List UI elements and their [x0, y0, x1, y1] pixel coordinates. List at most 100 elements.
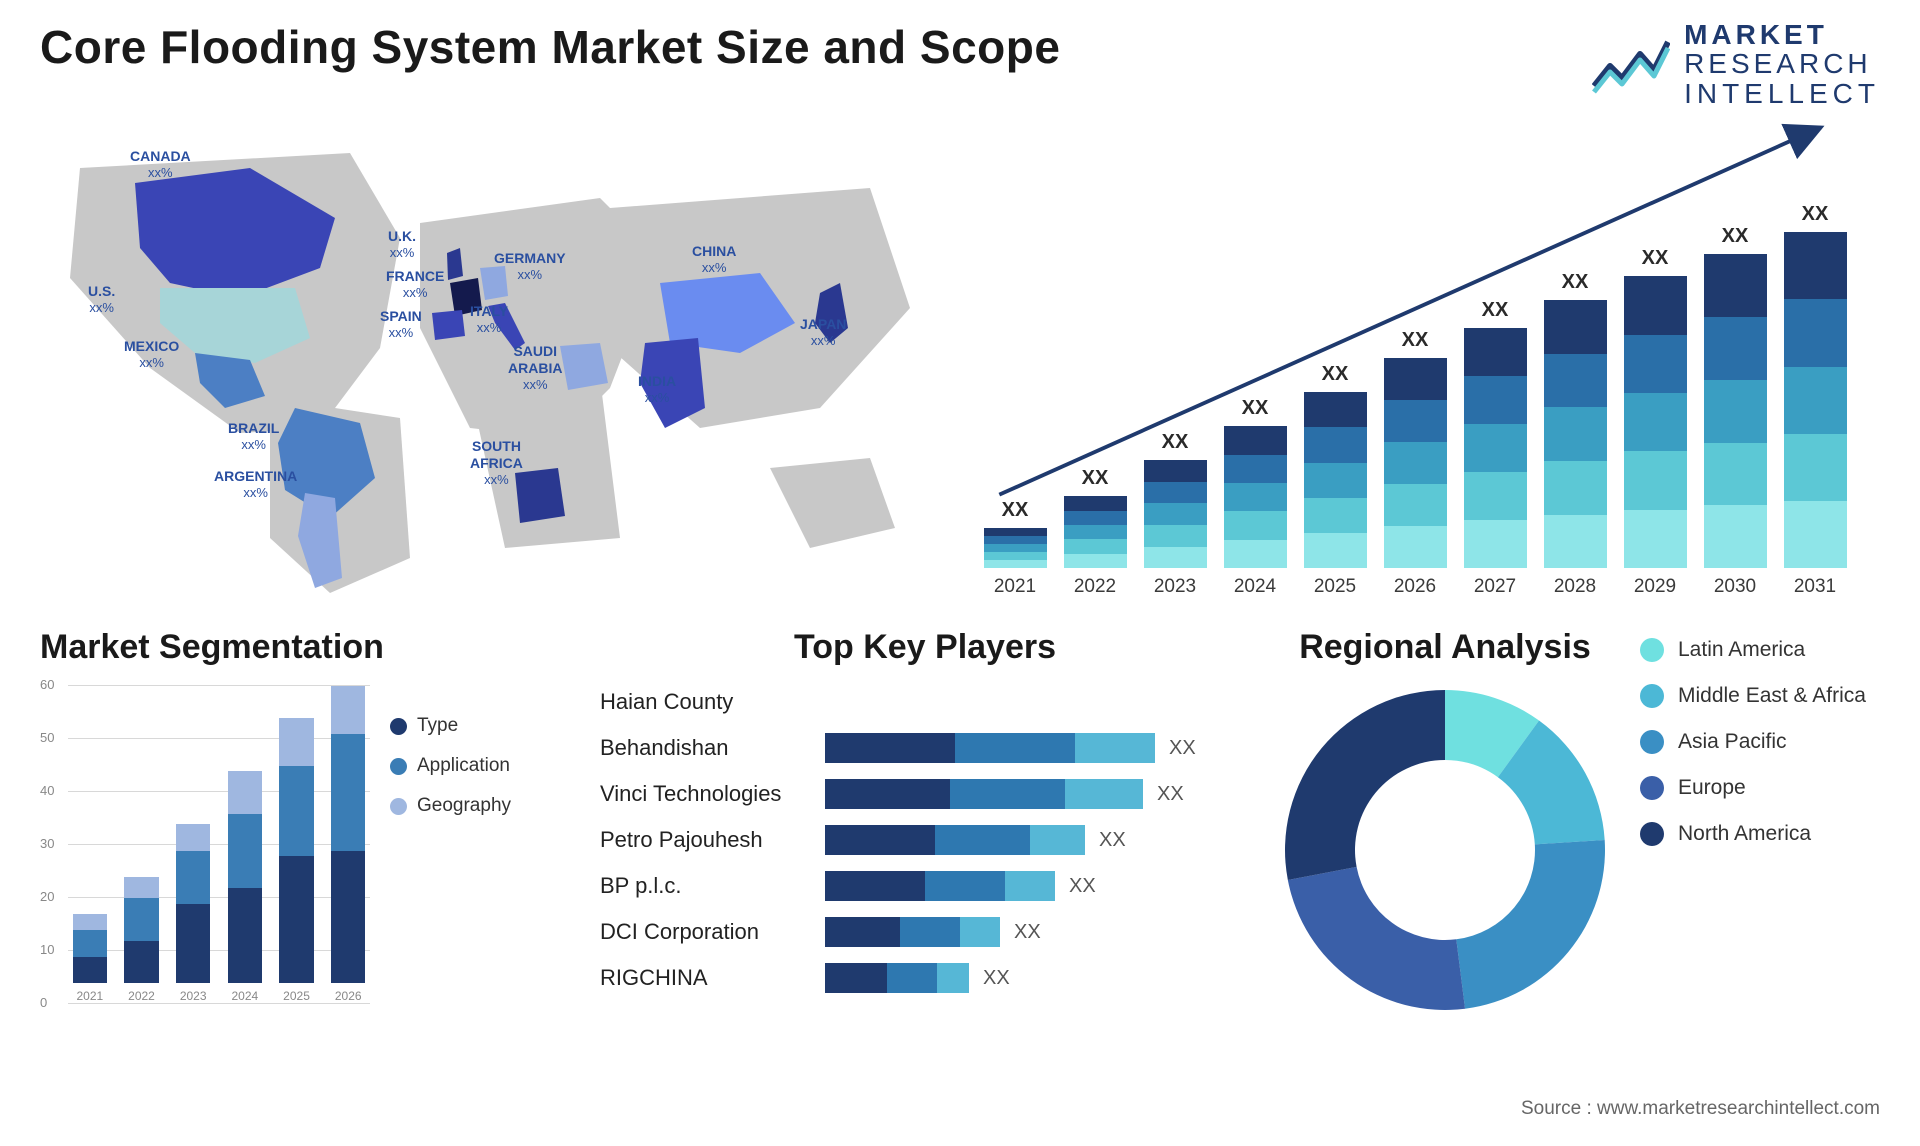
- legend-label: Application: [417, 755, 510, 777]
- growth-segment: [1384, 484, 1447, 526]
- growth-segment: [1464, 328, 1527, 376]
- player-segment: [825, 825, 935, 855]
- map-label-u-s-: U.S.xx%: [88, 283, 115, 315]
- map-label-argentina: ARGENTINAxx%: [214, 468, 297, 500]
- growth-segment: [1224, 511, 1287, 539]
- seg-bar-2024: 2024: [223, 771, 267, 1003]
- seg-segment: [176, 824, 210, 851]
- y-tick-label: 50: [40, 730, 54, 745]
- player-segment: [825, 779, 950, 809]
- growth-segment: [1144, 525, 1207, 547]
- player-value-label: XX: [1157, 783, 1184, 806]
- map-label-france: FRANCExx%: [386, 268, 444, 300]
- y-tick-label: 30: [40, 836, 54, 851]
- growth-year-label: 2028: [1554, 576, 1596, 598]
- map-region-argentina: [298, 493, 342, 588]
- seg-segment: [124, 877, 158, 898]
- growth-segment: [1624, 335, 1687, 393]
- player-name: Behandishan: [600, 735, 825, 761]
- growth-segment: [1704, 317, 1767, 380]
- growth-segment: [984, 528, 1047, 536]
- player-name: DCI Corporation: [600, 919, 825, 945]
- legend-dot: [390, 758, 407, 775]
- growth-segment: [1704, 254, 1767, 317]
- player-row: DCI CorporationXX: [600, 915, 1250, 949]
- growth-segment: [1784, 501, 1847, 568]
- seg-year-label: 2021: [76, 989, 103, 1003]
- player-row: Haian County: [600, 685, 1250, 719]
- y-tick-label: 10: [40, 942, 54, 957]
- seg-segment: [331, 686, 365, 734]
- map-label-china: CHINAxx%: [692, 243, 736, 275]
- growth-segment: [984, 536, 1047, 544]
- growth-segment: [1304, 498, 1367, 533]
- y-tick-label: 0: [40, 995, 47, 1010]
- seg-bar-2026: 2026: [326, 686, 370, 1003]
- seg-legend-item: Geography: [390, 795, 511, 817]
- logo-text-3: INTELLECT: [1684, 79, 1880, 108]
- growth-segment: [1464, 424, 1527, 472]
- seg-segment: [228, 814, 262, 888]
- growth-segment: [1624, 451, 1687, 509]
- player-bar-wrap: XX: [825, 871, 1250, 901]
- growth-year-label: 2030: [1714, 576, 1756, 598]
- growth-value-label: XX: [1242, 397, 1269, 420]
- growth-year-label: 2025: [1314, 576, 1356, 598]
- donut-slice: [1285, 690, 1445, 880]
- legend-dot: [1640, 730, 1664, 754]
- map-label-japan: JAPANxx%: [800, 316, 846, 348]
- growth-year-label: 2023: [1154, 576, 1196, 598]
- player-name: Petro Pajouhesh: [600, 827, 825, 853]
- growth-segment: [1144, 482, 1207, 504]
- seg-bar-2022: 2022: [120, 877, 164, 1003]
- growth-segment: [1144, 503, 1207, 525]
- map-label-brazil: BRAZILxx%: [228, 420, 279, 452]
- player-bar-wrap: XX: [825, 963, 1250, 993]
- player-segment: [937, 963, 969, 993]
- growth-year-label: 2021: [994, 576, 1036, 598]
- growth-value-label: XX: [1322, 363, 1349, 386]
- growth-segment: [1224, 483, 1287, 511]
- seg-year-label: 2026: [335, 989, 362, 1003]
- regional-legend-item: North America: [1640, 822, 1866, 846]
- growth-segment: [1624, 393, 1687, 451]
- player-bar-wrap: XX: [825, 917, 1250, 947]
- map-region-spain: [432, 310, 465, 340]
- seg-segment: [279, 718, 313, 766]
- growth-segment: [984, 552, 1047, 560]
- player-bar: [825, 963, 969, 993]
- y-tick-label: 40: [40, 783, 54, 798]
- regional-legend-item: Asia Pacific: [1640, 730, 1866, 754]
- map-label-canada: CANADAxx%: [130, 148, 191, 180]
- seg-segment: [331, 851, 365, 984]
- growth-year-label: 2031: [1794, 576, 1836, 598]
- player-segment: [825, 963, 887, 993]
- seg-segment: [73, 930, 107, 957]
- seg-segment: [228, 771, 262, 813]
- growth-value-label: XX: [1002, 499, 1029, 522]
- map-label-india: INDIAxx%: [638, 373, 676, 405]
- legend-dot: [1640, 684, 1664, 708]
- legend-label: Europe: [1678, 776, 1746, 800]
- growth-bar-2024: XX2024: [1220, 397, 1290, 598]
- regional-donut: [1280, 685, 1610, 1015]
- player-segment: [955, 733, 1075, 763]
- growth-segment: [1384, 358, 1447, 400]
- player-segment: [1065, 779, 1143, 809]
- growth-bar-2027: XX2027: [1460, 299, 1530, 598]
- map-label-spain: SPAINxx%: [380, 308, 422, 340]
- growth-segment: [1544, 300, 1607, 354]
- legend-label: Asia Pacific: [1678, 730, 1787, 754]
- growth-segment: [1064, 511, 1127, 525]
- growth-segment: [1704, 380, 1767, 443]
- growth-year-label: 2022: [1074, 576, 1116, 598]
- regional-title: Regional Analysis: [1280, 628, 1610, 667]
- player-row: Vinci TechnologiesXX: [600, 777, 1250, 811]
- segmentation-panel: Market Segmentation 01020304050602021202…: [40, 628, 570, 1025]
- growth-segment: [1064, 539, 1127, 553]
- seg-year-label: 2023: [180, 989, 207, 1003]
- growth-segment: [1624, 276, 1687, 334]
- growth-segment: [1784, 299, 1847, 366]
- player-bar: [825, 779, 1143, 809]
- seg-bar-2023: 2023: [171, 824, 215, 1003]
